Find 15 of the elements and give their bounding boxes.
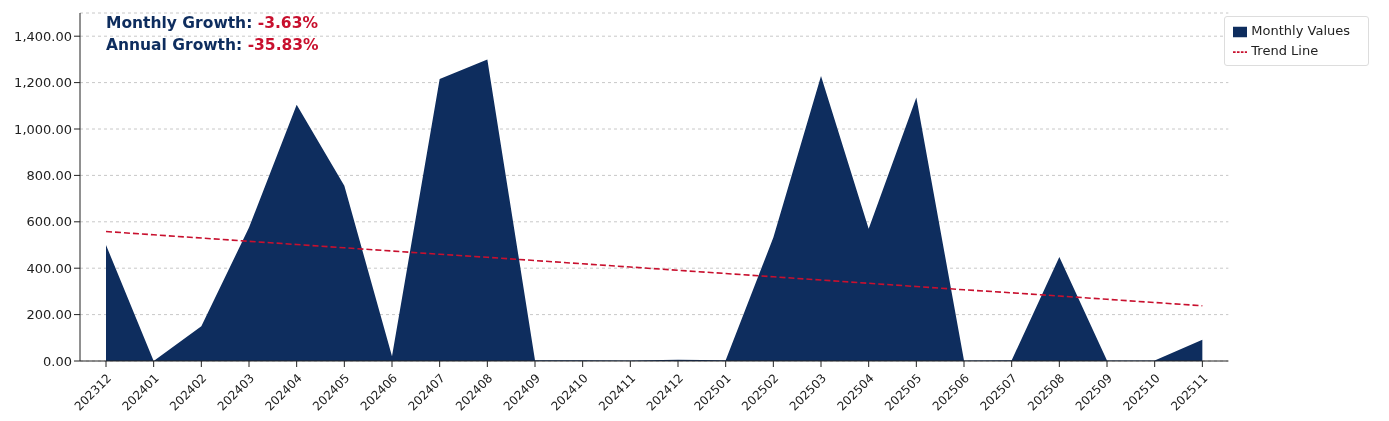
- annotation: -3.63%: [257, 14, 318, 32]
- legend-label: Monthly Values: [1251, 23, 1350, 38]
- legend-label: Trend Line: [1251, 43, 1319, 58]
- y-tick-label: 0.00: [43, 353, 72, 369]
- y-tick-label: 800.00: [26, 168, 72, 184]
- y-tick-label: 1,200.00: [14, 75, 72, 91]
- y-tick-label: 600.00: [26, 214, 72, 230]
- y-tick-label: 1,400.00: [14, 28, 72, 44]
- y-tick-label: 200.00: [26, 307, 72, 323]
- line-series: [105, 230, 1204, 307]
- y-tick-label: 400.00: [26, 260, 72, 276]
- annotation: Annual Growth:: [106, 36, 243, 54]
- y-tick-label: 1,000.00: [14, 121, 72, 137]
- annotation: Monthly Growth:: [106, 14, 253, 32]
- annotation: -35.83%: [247, 36, 319, 54]
